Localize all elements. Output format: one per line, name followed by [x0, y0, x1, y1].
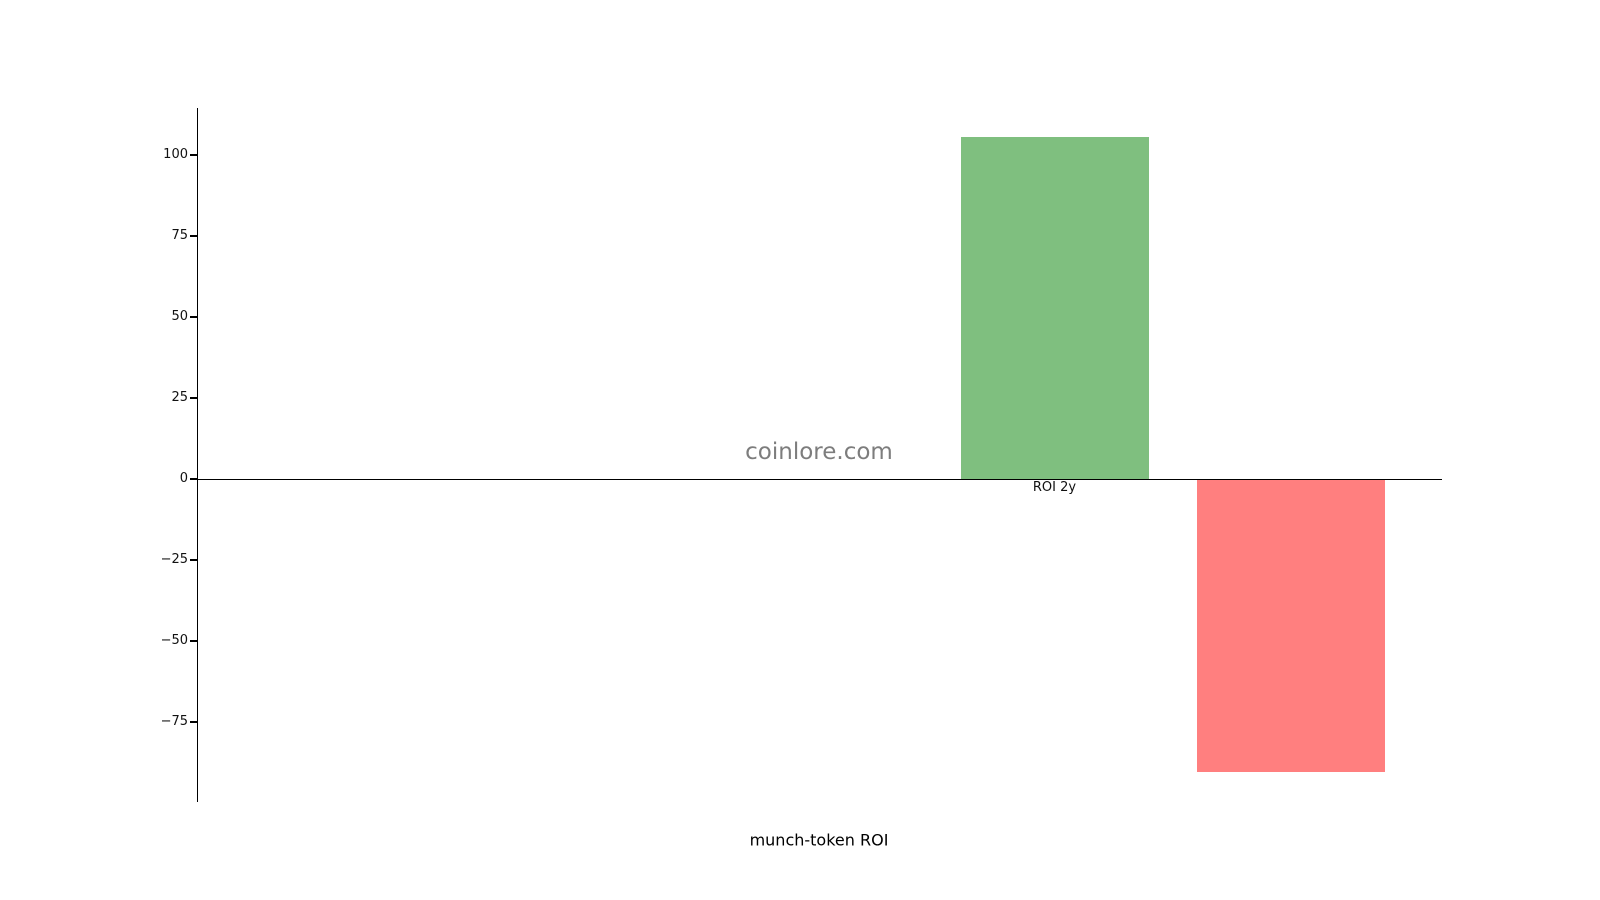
y-tick-label: −50 — [160, 633, 188, 648]
y-tick-mark — [190, 559, 197, 561]
y-tick-label: −25 — [160, 552, 188, 567]
zero-baseline — [197, 478, 1442, 480]
y-tick-mark — [190, 721, 197, 723]
y-tick-label: 75 — [171, 228, 188, 243]
y-tick-mark — [190, 235, 197, 237]
y-tick-label: −75 — [160, 714, 188, 729]
y-tick-mark — [190, 154, 197, 156]
x-tick-label: ROI 2y — [1032, 480, 1077, 495]
y-tick-label: 25 — [171, 390, 188, 405]
y-tick-mark — [190, 397, 197, 399]
bar-unlabeled-2 — [1196, 480, 1385, 772]
y-tick-mark — [190, 478, 197, 480]
bar-roi-2y — [960, 136, 1149, 479]
watermark: coinlore.com — [745, 439, 893, 465]
y-tick-mark — [190, 316, 197, 318]
y-axis-line — [197, 108, 199, 802]
y-tick-label: 100 — [163, 147, 188, 162]
x-axis-title: munch-token ROI — [749, 830, 889, 850]
y-tick-label: 50 — [171, 309, 188, 324]
y-tick-mark — [190, 640, 197, 642]
y-tick-label: 0 — [179, 471, 188, 486]
